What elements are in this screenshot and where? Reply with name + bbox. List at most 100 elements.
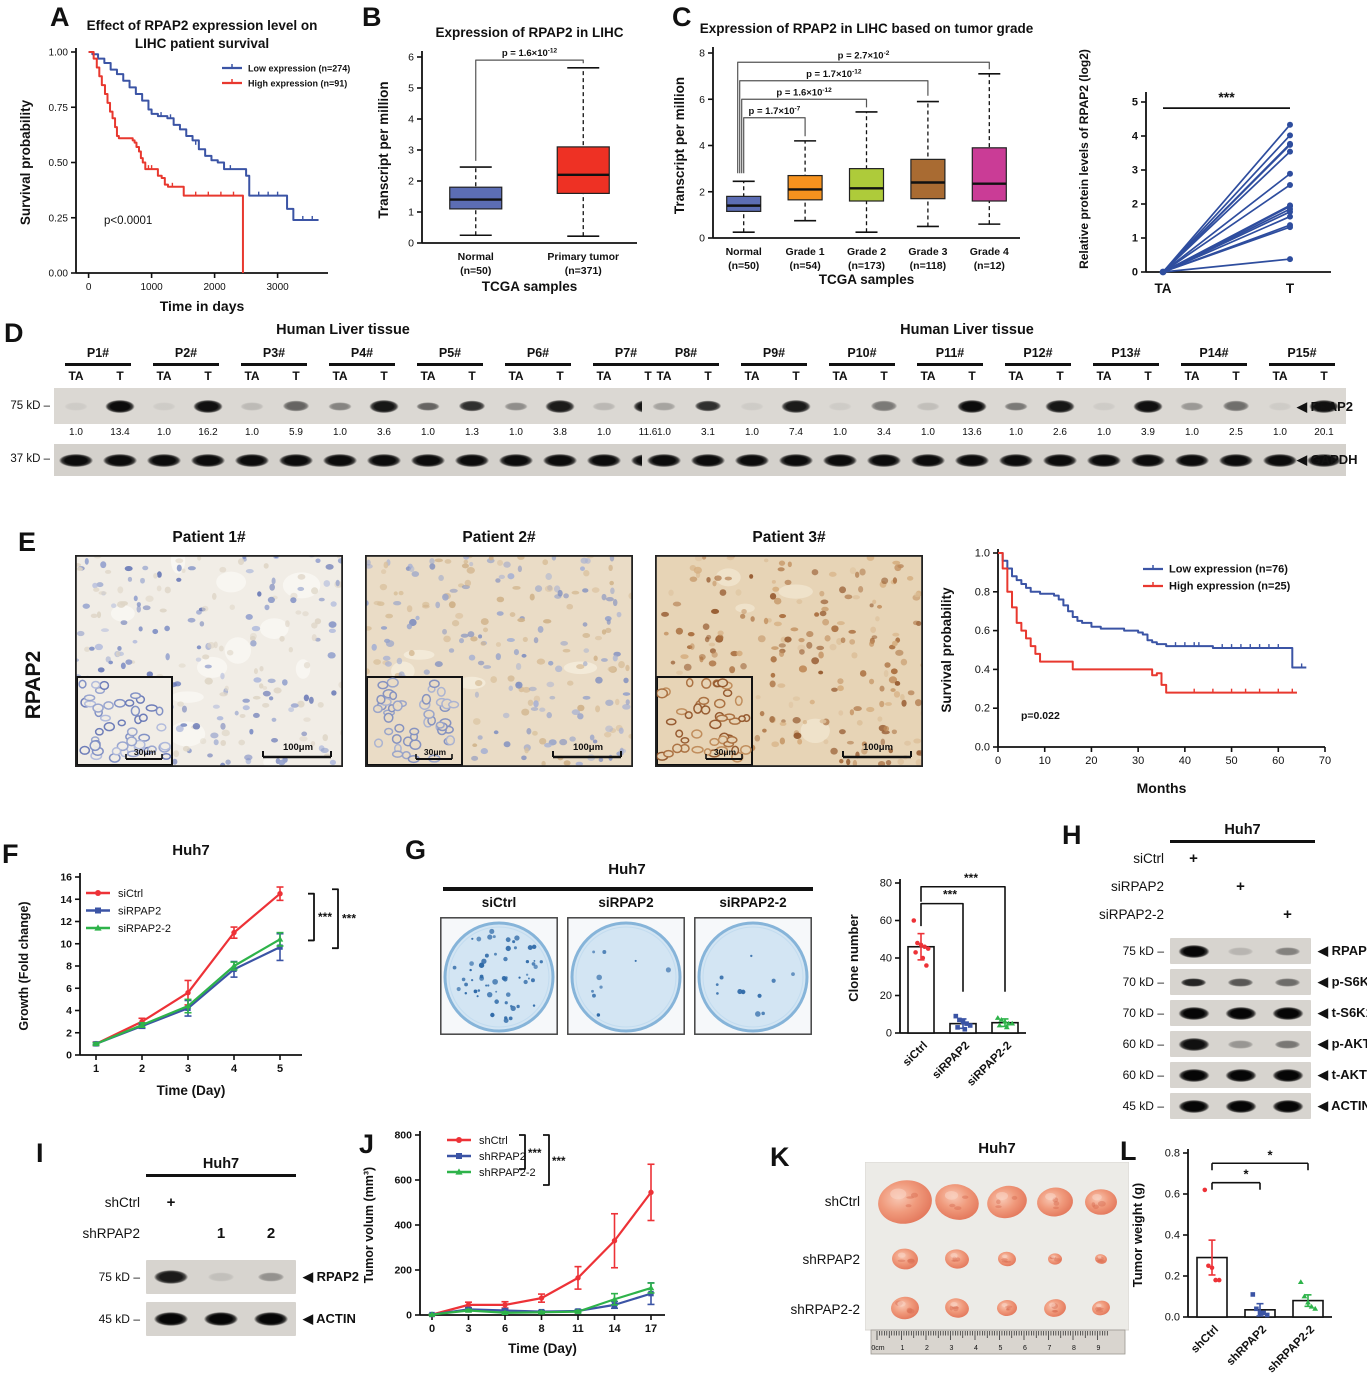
colony-plate-sirpap2 (567, 917, 685, 1035)
blot-strip (1170, 1093, 1311, 1119)
fold-change-values: 1.0 3.8 (509, 426, 567, 438)
svg-text:1000: 1000 (140, 282, 163, 293)
chart-title: Expression of RPAP2 in LIHC based on tum… (700, 21, 1034, 36)
panel-h-signaling-blots: H Huh7 siCtrl + siRPAP2 + siRPAP2-2 +75 kD ◀ RP… (1062, 820, 1367, 1138)
condition-label: shCtrl (104, 1195, 140, 1210)
condition-label: siRPAP2-2 (1098, 907, 1164, 922)
patient-id: P8# (653, 346, 719, 366)
blot-membrane-right: P8# TA T 1.0 3.1 P9# TA T 1.0 7.4 P10# TA T 1.0 3.4 P11… (642, 346, 1346, 476)
fold-change-values: 1.0 13.6 (921, 426, 982, 438)
svg-text:0: 0 (699, 233, 705, 245)
condition-label: siCtrl (1133, 851, 1164, 866)
lane-mark: + (166, 1194, 176, 1211)
svg-text:5: 5 (277, 1063, 283, 1075)
km-survival-chart-cohort: 0.0 0.2 0.4 0.6 0.8 1.0 0 10 20 30 40 50 60 70 Low exp… (939, 548, 1331, 797)
ihc-title-patient1: Patient 1# (172, 529, 246, 546)
lane-mark: + (1236, 878, 1245, 895)
protein-label: ◀ ACTIN (1318, 1098, 1367, 1113)
y-axis-label: Tumor weight (g) (1130, 1183, 1145, 1287)
protein-band (279, 399, 313, 413)
rpap2-blot-strip (318, 388, 406, 424)
kd-marker: 75 kD (44, 1270, 140, 1284)
colony-plate-sictrl (440, 917, 558, 1035)
protein-label: ◀ t-S6K1 (1318, 1005, 1367, 1020)
svg-text:3: 3 (408, 145, 414, 157)
legend-entry: siRPAP2 (118, 906, 161, 918)
svg-text:3000: 3000 (266, 282, 289, 293)
svg-text:0: 0 (406, 1310, 412, 1322)
protein-band (325, 400, 355, 412)
svg-text:6: 6 (502, 1323, 508, 1335)
svg-text:3: 3 (1132, 165, 1138, 177)
kd-marker: 45 kD (44, 1312, 140, 1326)
tumor-photo-image: 0cm 1 2 3 4 5 6 7 8 9 (865, 1162, 1129, 1355)
lane-mark (1170, 906, 1217, 923)
legend-entry: shCtrl (479, 1135, 508, 1147)
bar-category-label: shCtrl (1189, 1324, 1221, 1356)
rpap2-blot-strip (1082, 388, 1170, 424)
svg-text:0: 0 (66, 1050, 72, 1062)
bar-category-label: siRPAP2-2 (965, 1040, 1014, 1089)
protein-label: ◀ ACTIN (303, 1311, 356, 1326)
gapdh-blot-strip (142, 444, 230, 476)
patient-id: P13# (1093, 346, 1159, 366)
gapdh-blot-strip (818, 444, 906, 476)
blot-cell-line-title: Huh7 (146, 1156, 296, 1177)
svg-text:1: 1 (93, 1063, 99, 1075)
panel-paired-protein-levels: 0 1 2 3 4 5 *** TA T Relative protein levels of R… (1068, 4, 1367, 322)
svg-text:0: 0 (429, 1323, 435, 1335)
kd-marker: 60 kD (1076, 1068, 1164, 1082)
ihc-image-patient1: 30μm 100μm (75, 555, 343, 767)
y-axis-label: Transcript per million (376, 81, 391, 218)
protein-band (777, 397, 815, 415)
lane-labels: TA T (832, 369, 888, 383)
lane-labels: TA T (1008, 369, 1064, 383)
box-n-label: (n=371) (565, 265, 602, 277)
gapdh-blot-strip (1082, 444, 1170, 476)
rpap2-blot-strip (142, 388, 230, 424)
lane-labels: TA T (420, 369, 476, 383)
svg-text:40: 40 (880, 953, 892, 965)
gapdh-blot-strip (494, 444, 582, 476)
panel-l-tumor-weight: L 0.0 0.2 0.4 0.6 0.8 shCtrl shRPAP2 shRPAP2-2 T… (1120, 1126, 1367, 1378)
fold-change-values: 1.0 20.1 (1273, 426, 1334, 438)
svg-text:5: 5 (1132, 97, 1138, 109)
inset-scale-label: 30μm (714, 747, 737, 757)
significance-stars: *** (943, 888, 957, 902)
blot-strip (146, 1302, 296, 1336)
protein-band (1305, 397, 1343, 415)
lane-labels: TA T (1272, 369, 1328, 383)
kd-marker: 60 kD (1076, 1037, 1164, 1051)
blot-strip (1170, 969, 1311, 995)
panel-e-ihc: E RPAP2 Patient 1# Patient 2# Patient 3#… (0, 523, 1367, 828)
ruler-number: 1 (901, 1345, 905, 1352)
ihc-row-label: RPAP2 (22, 650, 45, 720)
protein-band (589, 400, 619, 412)
gapdh-blot-strip (54, 444, 142, 476)
tumor-photo-title: Huh7 (978, 1140, 1016, 1157)
patient-lane-group: P10# TA T 1.0 3.4 (818, 346, 906, 476)
inset-scale-label: 30μm (424, 747, 447, 757)
fold-change-values: 1.0 2.5 (1185, 426, 1243, 438)
x-category: T (1286, 281, 1295, 296)
svg-text:1: 1 (408, 207, 414, 219)
chart-title: Effect of RPAP2 expression level on (87, 18, 318, 33)
svg-text:8: 8 (699, 48, 705, 60)
gapdh-blot-strip (1170, 444, 1258, 476)
box-n-label: (n=50) (728, 260, 759, 272)
legend-entry: siRPAP2-2 (118, 923, 171, 935)
kd-marker: 70 kD (1076, 1006, 1164, 1020)
svg-text:8: 8 (66, 961, 72, 973)
svg-text:2: 2 (66, 1027, 72, 1039)
panel-j-label: J (359, 1129, 375, 1159)
ihc-title-patient2: Patient 2# (462, 529, 536, 546)
protein-band (365, 397, 403, 415)
patient-lane-group: P5# TA T 1.0 1.3 (406, 346, 494, 476)
panel-k-label: K (770, 1142, 790, 1172)
protein-band (101, 397, 139, 415)
svg-text:2000: 2000 (203, 282, 226, 293)
patient-lane-group: P14# TA T 1.0 2.5 (1170, 346, 1258, 476)
svg-text:0.25: 0.25 (49, 213, 69, 224)
protein-label: ◀ RPAP2 (1318, 943, 1367, 958)
